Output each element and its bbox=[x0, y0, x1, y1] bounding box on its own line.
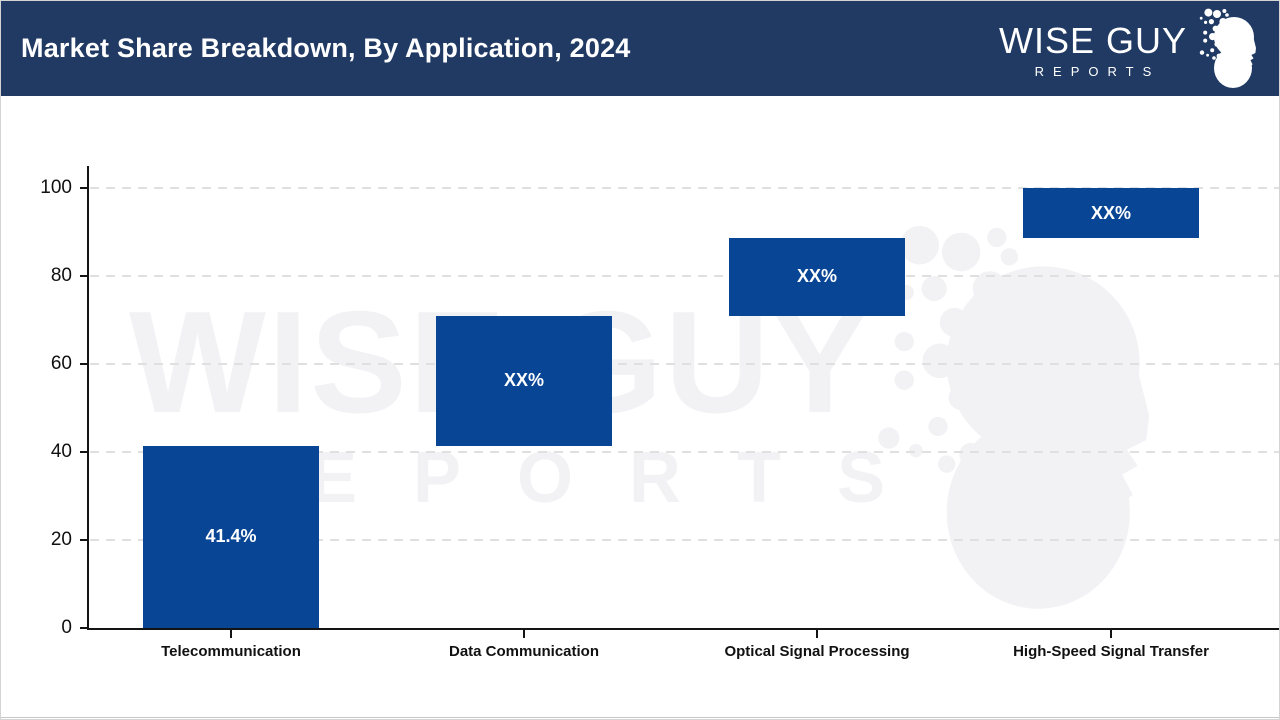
bar-value-label: XX% bbox=[503, 370, 545, 391]
y-tick bbox=[80, 187, 88, 189]
page-title: Market Share Breakdown, By Application, … bbox=[21, 33, 631, 63]
gridline bbox=[90, 187, 1279, 189]
category-label: Optical Signal Processing bbox=[724, 643, 910, 660]
y-tick bbox=[80, 627, 88, 629]
y-axis-line bbox=[87, 166, 89, 630]
y-tick-label: 60 bbox=[50, 353, 72, 374]
gridline bbox=[90, 539, 1279, 541]
y-tick-label: 80 bbox=[50, 265, 72, 286]
bar-segment: XX% bbox=[436, 315, 612, 446]
x-tick bbox=[230, 630, 232, 638]
y-tick bbox=[80, 363, 88, 365]
category-label: Data Communication bbox=[448, 643, 599, 660]
y-tick bbox=[80, 539, 88, 541]
bar-value-label: XX% bbox=[796, 266, 838, 287]
dotted-head-logo-icon bbox=[1199, 8, 1256, 88]
y-tick-label: 100 bbox=[40, 177, 72, 198]
x-tick bbox=[816, 630, 818, 638]
category-label: Telecommunication bbox=[161, 643, 301, 660]
brand-logo: WISE GUY REPORTS bbox=[999, 7, 1269, 93]
x-tick bbox=[1110, 630, 1112, 638]
x-axis-line bbox=[87, 628, 1279, 630]
y-tick bbox=[80, 275, 88, 277]
bar-segment: 41.4% bbox=[143, 445, 319, 628]
bar-value-label: 41.4% bbox=[205, 526, 257, 547]
brand-name: WISE GUY bbox=[998, 20, 1187, 61]
bottom-divider bbox=[1, 717, 1279, 718]
category-label: High-Speed Signal Transfer bbox=[1013, 643, 1209, 660]
y-tick-label: 40 bbox=[50, 441, 72, 462]
brand-subname: REPORTS bbox=[1034, 64, 1161, 79]
brand-logo-text: WISE GUY REPORTS bbox=[998, 20, 1187, 80]
bar-value-label: XX% bbox=[1090, 202, 1132, 223]
gridline bbox=[90, 275, 1279, 277]
y-tick-label: 20 bbox=[50, 529, 72, 550]
y-tick-label: 0 bbox=[61, 617, 72, 638]
y-tick bbox=[80, 451, 88, 453]
header-bar: Market Share Breakdown, By Application, … bbox=[1, 1, 1279, 96]
gridline bbox=[90, 363, 1279, 365]
bar-segment: XX% bbox=[1023, 188, 1199, 239]
gridline bbox=[90, 451, 1279, 453]
bar-segment: XX% bbox=[729, 238, 905, 316]
x-tick bbox=[523, 630, 525, 638]
